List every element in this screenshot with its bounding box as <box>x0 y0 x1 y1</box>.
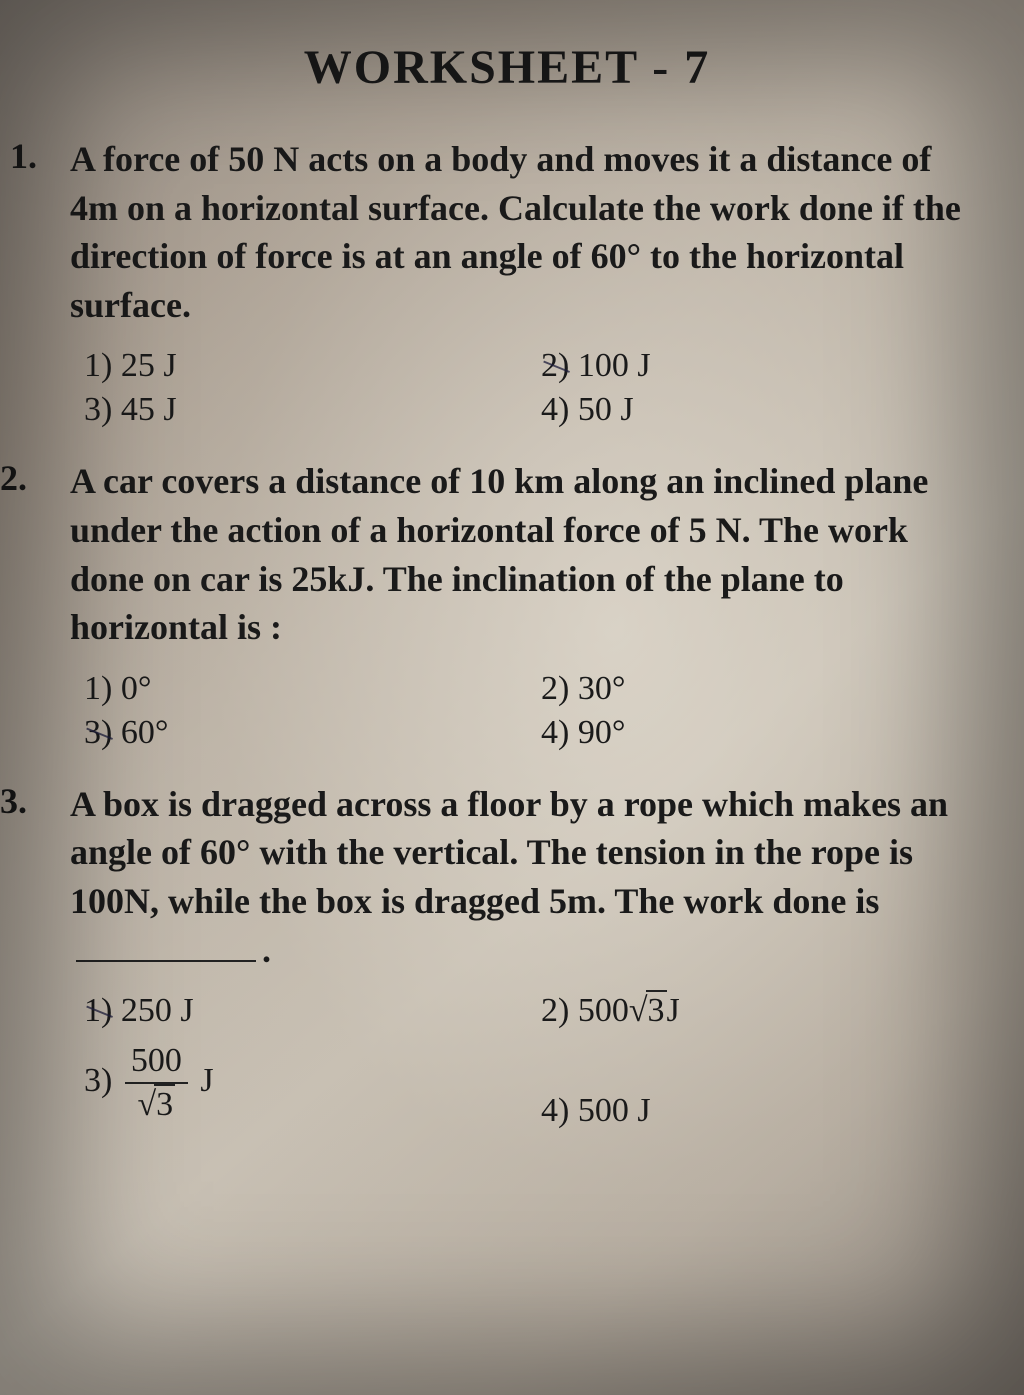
option-2: 2) 500 3J <box>537 992 974 1030</box>
question-2: 2. A car covers a distance of 10 km alon… <box>40 457 974 751</box>
question-3: 3. A box is dragged across a floor by a … <box>40 780 974 1130</box>
option-label: 1) 0° <box>84 670 151 707</box>
question-text-prefix: A box is dragged across a floor by a rop… <box>70 784 948 921</box>
sqrt-symbol: 3 <box>629 992 667 1030</box>
radicand: 3 <box>154 1084 175 1123</box>
worksheet-page: WORKSHEET - 7 1. A force of 50 N acts on… <box>0 0 1024 1395</box>
option-label-prefix: 2) 500 <box>541 992 629 1029</box>
option-label-suffix: J <box>192 1062 214 1099</box>
sqrt-symbol: 3 <box>137 1088 175 1122</box>
radicand: 3 <box>646 990 667 1029</box>
option-label: 4) 500 J <box>541 1092 651 1129</box>
worksheet-title: WORKSHEET - 7 <box>40 40 974 95</box>
option-4: 4) 50 J <box>537 391 974 429</box>
question-1-options: 1) 25 J 2) 100 J 3) 45 J 4) 50 J <box>40 347 974 429</box>
option-2: 2) 100 J <box>537 347 974 385</box>
option-3: 3) 45 J <box>80 391 517 429</box>
option-1: 1) 0° <box>80 670 517 708</box>
option-label: 4) 50 J <box>541 391 634 428</box>
option-label: 1) 25 J <box>84 347 177 384</box>
question-2-options: 1) 0° 2) 30° 3) 60° 4) 90° <box>40 670 974 752</box>
option-3: 3) 5003 J <box>80 1036 517 1130</box>
option-label-suffix: J <box>667 992 680 1029</box>
question-text: A force of 50 N acts on a body and moves… <box>40 135 974 329</box>
question-number: 1. <box>10 135 37 177</box>
question-text: A car covers a distance of 10 km along a… <box>40 457 974 651</box>
option-1: 1) 250 J <box>80 992 517 1030</box>
numerator: 500 <box>125 1044 188 1084</box>
option-4: 4) 90° <box>537 714 974 752</box>
question-number: 3. <box>0 780 27 822</box>
option-1: 1) 25 J <box>80 347 517 385</box>
option-4: 4) 500 J <box>537 1092 974 1130</box>
question-3-options: 1) 250 J 2) 5003J 3) 5003 J 4) 500 J <box>40 992 974 1130</box>
fraction: 5003 <box>125 1044 188 1122</box>
option-2: 2) 30° <box>537 670 974 708</box>
question-text: A box is dragged across a floor by a rop… <box>40 780 974 974</box>
fill-in-blank <box>76 960 256 962</box>
option-3: 3) 60° <box>80 714 517 752</box>
option-label: 2) 30° <box>541 670 625 707</box>
denominator: 3 <box>125 1084 188 1122</box>
option-label-prefix: 3) <box>84 1062 121 1099</box>
question-1: 1. A force of 50 N acts on a body and mo… <box>40 135 974 429</box>
option-label: 4) 90° <box>541 714 625 751</box>
question-text-suffix: . <box>262 930 271 970</box>
question-number: 2. <box>0 457 27 499</box>
option-label: 3) 45 J <box>84 391 177 428</box>
